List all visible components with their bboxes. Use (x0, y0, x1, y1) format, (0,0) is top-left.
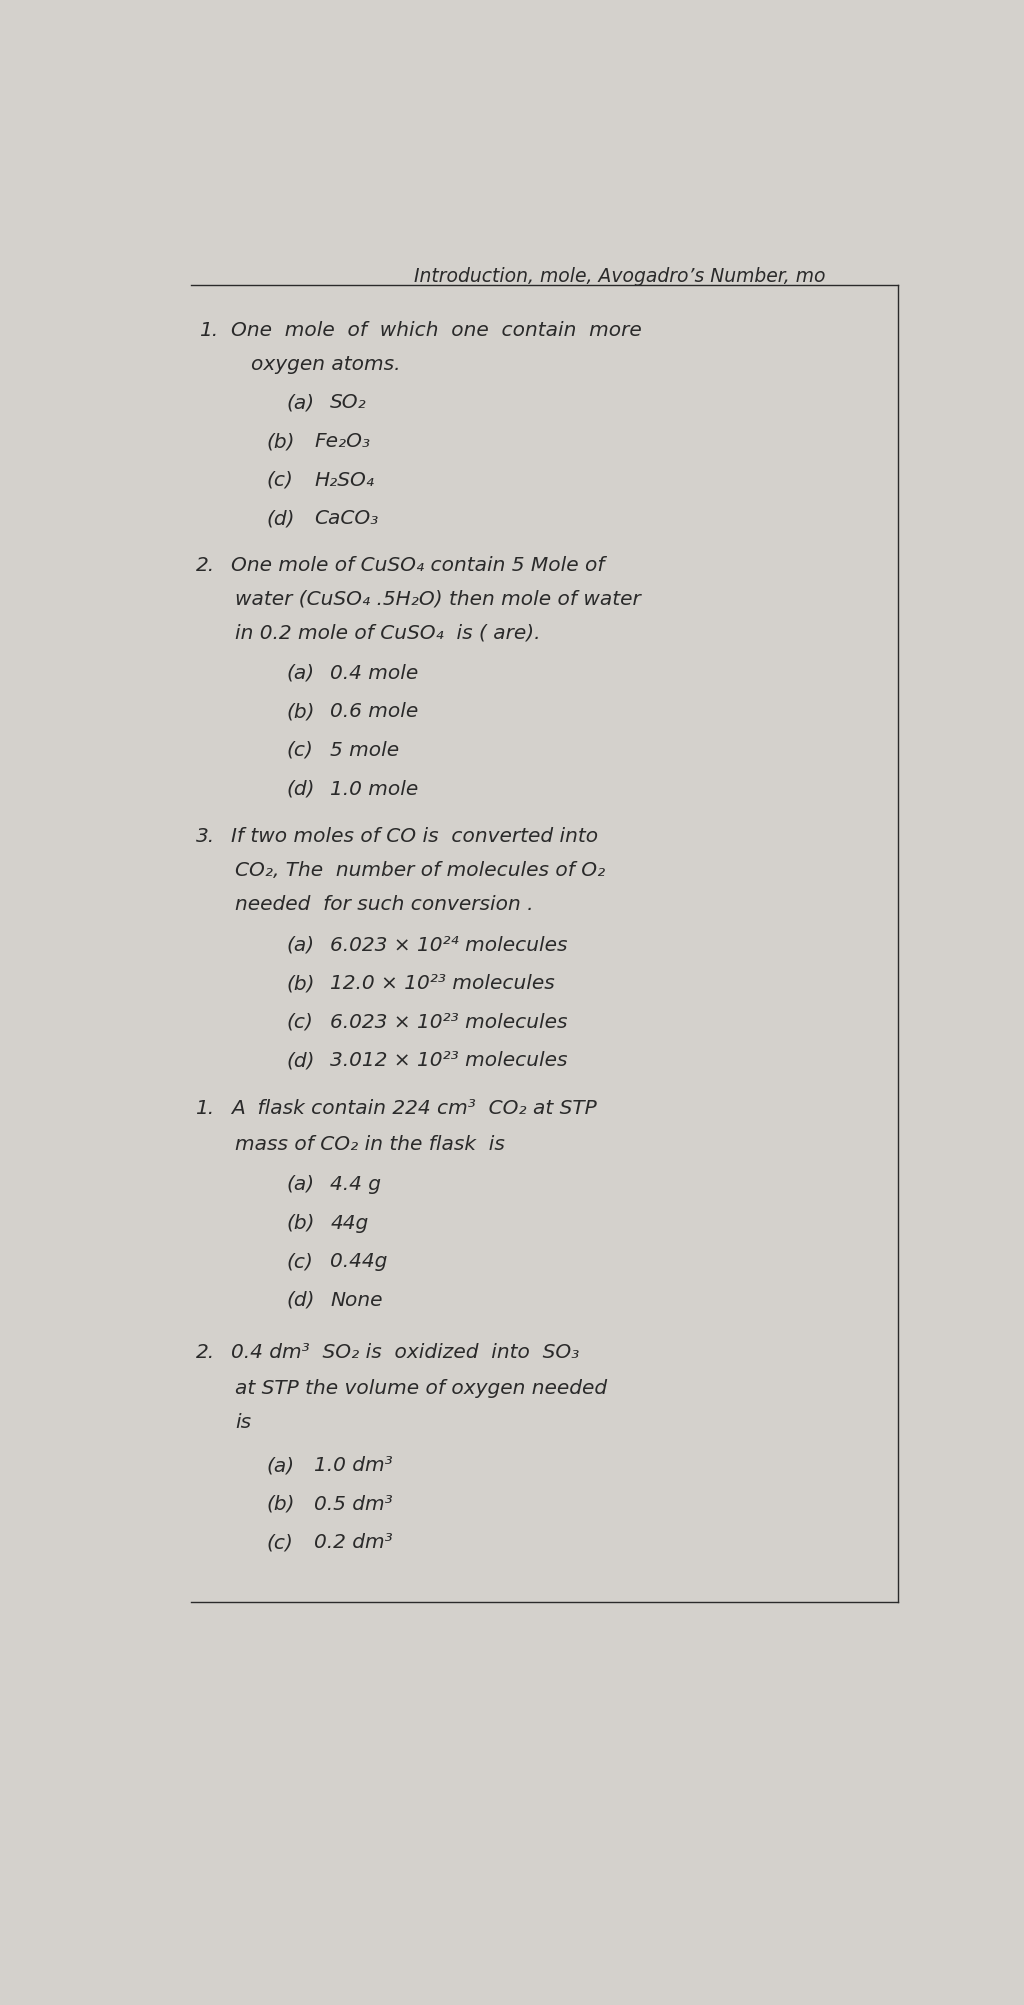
Text: (a): (a) (287, 664, 314, 682)
Text: 12.0 × 10²³ molecules: 12.0 × 10²³ molecules (331, 974, 555, 992)
Text: (a): (a) (287, 934, 314, 954)
Text: 2.: 2. (196, 555, 215, 573)
Text: water (CuSO₄ .5H₂O) then mole of water: water (CuSO₄ .5H₂O) then mole of water (236, 589, 641, 608)
Text: 0.44g: 0.44g (331, 1251, 388, 1271)
Text: 3.012 × 10²³ molecules: 3.012 × 10²³ molecules (331, 1051, 568, 1071)
Text: SO₂: SO₂ (331, 393, 368, 413)
Text: (b): (b) (287, 974, 315, 992)
Text: 44g: 44g (331, 1213, 369, 1231)
Text: oxygen atoms.: oxygen atoms. (251, 355, 400, 373)
Text: (d): (d) (267, 509, 295, 527)
Text: (c): (c) (287, 740, 313, 760)
Text: in 0.2 mole of CuSO₄  is ( are).: in 0.2 mole of CuSO₄ is ( are). (236, 624, 541, 642)
Text: 0.4 dm³  SO₂ is  oxidized  into  SO₃: 0.4 dm³ SO₂ is oxidized into SO₃ (231, 1343, 580, 1361)
Text: 2.: 2. (196, 1343, 215, 1361)
Text: CO₂, The  number of molecules of O₂: CO₂, The number of molecules of O₂ (236, 860, 605, 880)
Text: One  mole  of  which  one  contain  more: One mole of which one contain more (231, 321, 642, 339)
Text: is: is (236, 1412, 251, 1432)
Text: 5 mole: 5 mole (331, 740, 399, 760)
Text: None: None (331, 1289, 383, 1309)
Text: (c): (c) (287, 1251, 313, 1271)
Text: (a): (a) (267, 1456, 295, 1474)
Text: mass of CO₂ in the flask  is: mass of CO₂ in the flask is (236, 1135, 505, 1153)
Text: 0.6 mole: 0.6 mole (331, 702, 419, 722)
Text: at STP the volume of oxygen needed: at STP the volume of oxygen needed (236, 1377, 607, 1397)
Text: One mole of CuSO₄ contain 5 Mole of: One mole of CuSO₄ contain 5 Mole of (231, 555, 604, 573)
Text: 3.: 3. (196, 826, 215, 846)
Text: (a): (a) (287, 393, 314, 413)
Text: (d): (d) (287, 1289, 315, 1309)
Text: 6.023 × 10²⁴ molecules: 6.023 × 10²⁴ molecules (331, 934, 568, 954)
Text: (a): (a) (287, 1175, 314, 1193)
Text: 0.4 mole: 0.4 mole (331, 664, 419, 682)
Text: (d): (d) (287, 780, 315, 798)
Text: 1.0 dm³: 1.0 dm³ (314, 1456, 393, 1474)
Text: If two moles of CO is  converted into: If two moles of CO is converted into (231, 826, 598, 846)
Text: (b): (b) (287, 1213, 315, 1231)
Text: (d): (d) (287, 1051, 315, 1071)
Text: needed  for such conversion .: needed for such conversion . (236, 894, 534, 914)
Text: 1.0 mole: 1.0 mole (331, 780, 419, 798)
Text: (b): (b) (287, 702, 315, 722)
Text: (c): (c) (287, 1013, 313, 1031)
Text: 1.: 1. (200, 321, 218, 339)
Text: (b): (b) (267, 431, 295, 451)
Text: H₂SO₄: H₂SO₄ (314, 471, 375, 489)
Text: 4.4 g: 4.4 g (331, 1175, 381, 1193)
Text: 0.2 dm³: 0.2 dm³ (314, 1532, 393, 1552)
Text: 0.5 dm³: 0.5 dm³ (314, 1494, 393, 1514)
Text: Fe₂O₃: Fe₂O₃ (314, 431, 371, 451)
Text: (b): (b) (267, 1494, 295, 1514)
Text: (c): (c) (267, 471, 294, 489)
Text: (c): (c) (267, 1532, 294, 1552)
Text: 6.023 × 10²³ molecules: 6.023 × 10²³ molecules (331, 1013, 568, 1031)
Text: A  flask contain 224 cm³  CO₂ at STP: A flask contain 224 cm³ CO₂ at STP (231, 1099, 597, 1117)
Text: Introduction, mole, Avogadro’s Number, mo: Introduction, mole, Avogadro’s Number, m… (415, 267, 825, 285)
Text: CaCO₃: CaCO₃ (314, 509, 379, 527)
Text: 1.: 1. (196, 1099, 215, 1117)
